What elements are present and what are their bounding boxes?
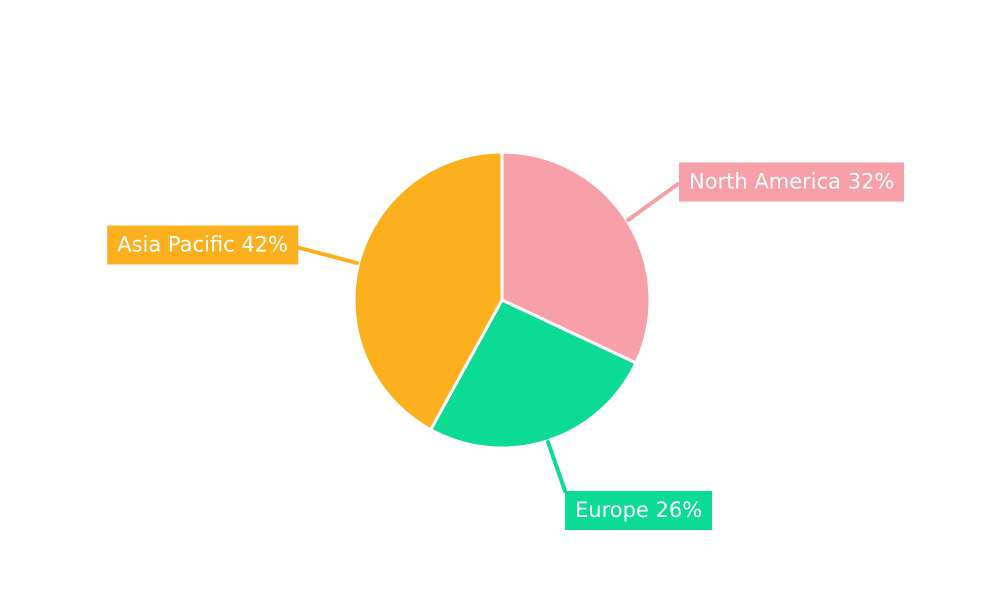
pie-label-asia-pacific: Asia Pacific 42% (107, 225, 298, 265)
pie-label-north-america: North America 32% (679, 162, 905, 202)
leader-line-asia-pacific (294, 245, 359, 265)
leader-line-north-america (626, 182, 680, 222)
pie-label-europe: Europe 26% (565, 491, 713, 530)
leader-line-europe (546, 440, 567, 493)
